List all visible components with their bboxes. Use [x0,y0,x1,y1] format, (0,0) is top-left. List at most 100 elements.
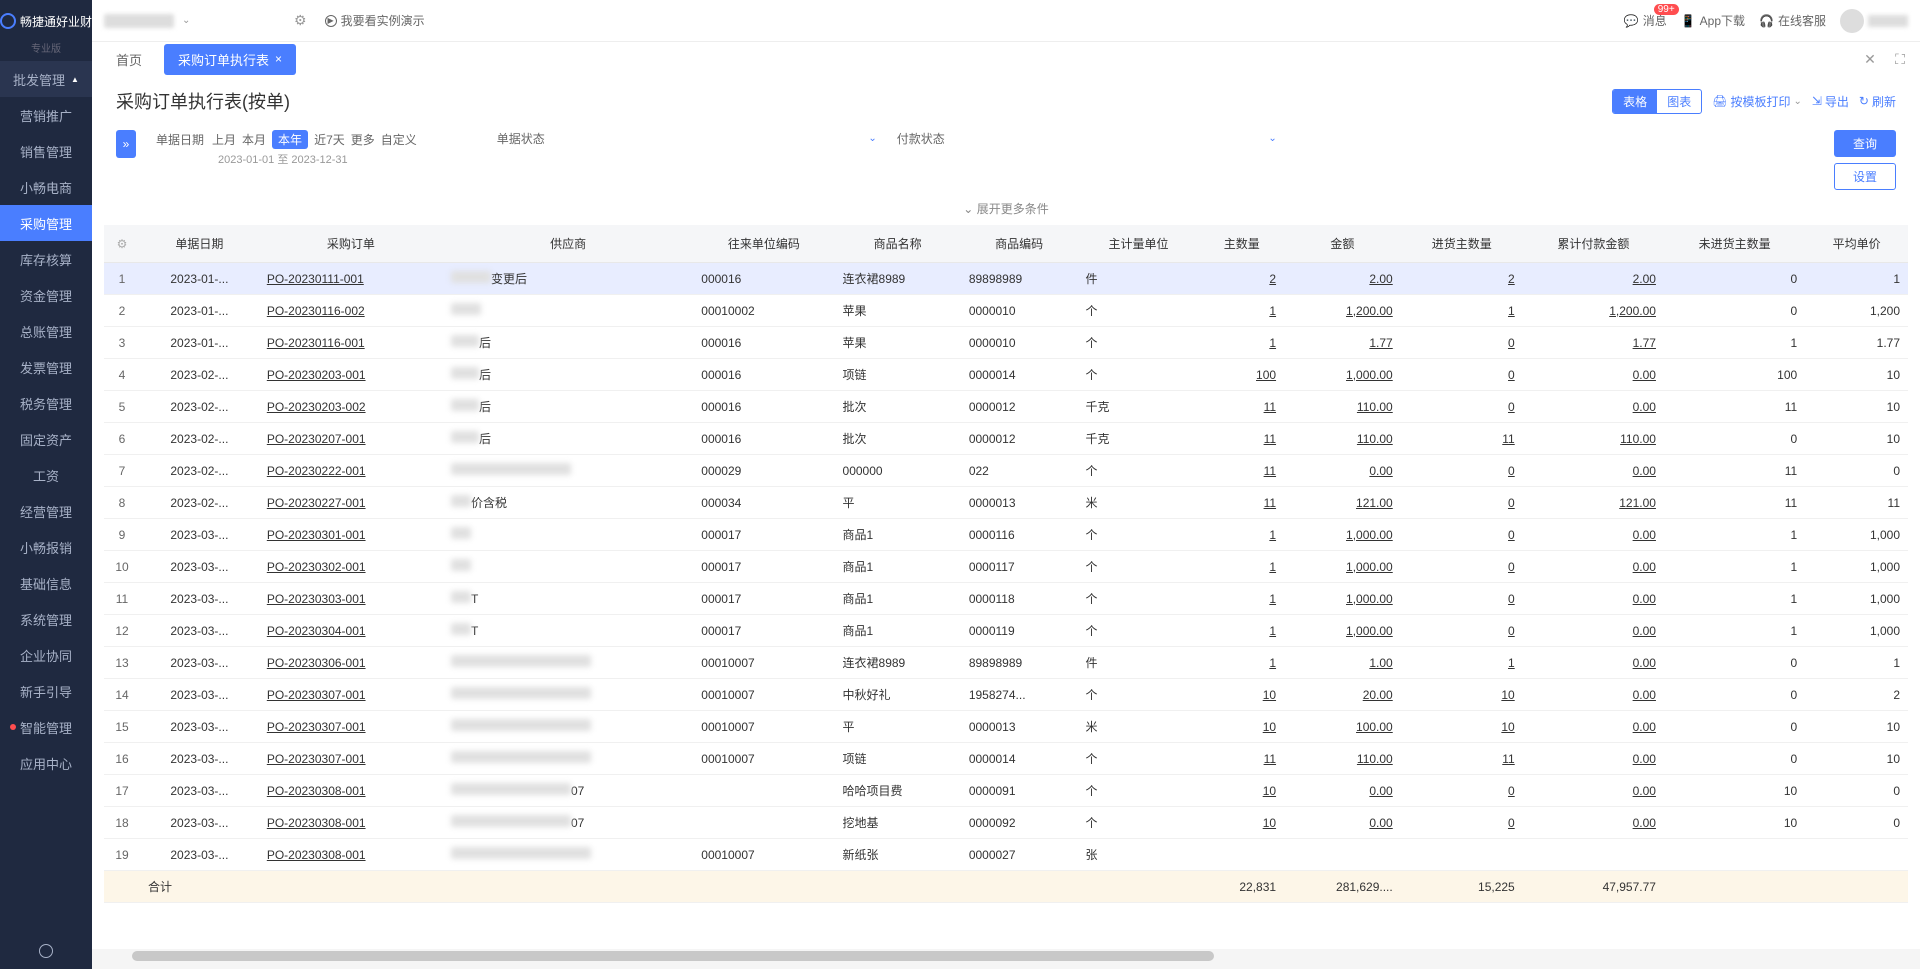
sidebar-item[interactable]: 应用中心 [0,745,92,781]
sidebar-item[interactable]: 智能管理 [0,709,92,745]
table-row[interactable]: 17 2023-03-... PO-20230308-001 07 哈哈项目费 … [104,775,1908,807]
po-link[interactable]: PO-20230307-001 [267,752,366,766]
table-row[interactable]: 16 2023-03-... PO-20230307-001 00010007 … [104,743,1908,775]
sidebar-item[interactable]: 采购管理 [0,205,92,241]
qty-link[interactable]: 11 [1199,455,1284,487]
paid-link[interactable]: 1.77 [1523,327,1664,359]
table-row[interactable]: 4 2023-02-... PO-20230203-001 后 000016 项… [104,359,1908,391]
table-row[interactable]: 13 2023-03-... PO-20230306-001 00010007 … [104,647,1908,679]
payment-filter[interactable]: 付款状态 ⌄ [897,130,1277,148]
po-link[interactable]: PO-20230301-001 [267,528,366,542]
table-settings-icon[interactable]: ⚙ [117,237,128,251]
table-row[interactable]: 7 2023-02-... PO-20230222-001 000029 000… [104,455,1908,487]
paid-link[interactable]: 0.00 [1523,583,1664,615]
sidebar-settings[interactable] [0,933,92,969]
qty-link[interactable]: 1 [1199,327,1284,359]
qty-link[interactable]: 1 [1199,647,1284,679]
amount-link[interactable]: 1,000.00 [1284,583,1401,615]
inqty-link[interactable]: 0 [1401,455,1523,487]
date-option[interactable]: 上月 [212,131,236,148]
qty-link[interactable]: 10 [1199,711,1284,743]
qty-link[interactable]: 11 [1199,423,1284,455]
table-row[interactable]: 14 2023-03-... PO-20230307-001 00010007 … [104,679,1908,711]
online-service-button[interactable]: 🎧 在线客服 [1759,12,1826,29]
inqty-link[interactable]: 0 [1401,519,1523,551]
inqty-link[interactable]: 1 [1401,647,1523,679]
po-link[interactable]: PO-20230304-001 [267,624,366,638]
paid-link[interactable]: 0.00 [1523,455,1664,487]
inqty-link[interactable]: 0 [1401,487,1523,519]
column-header[interactable]: 未进货主数量 [1664,225,1805,263]
inqty-link[interactable]: 11 [1401,423,1523,455]
inqty-link[interactable]: 0 [1401,807,1523,839]
inqty-link[interactable] [1401,839,1523,871]
inqty-link[interactable]: 10 [1401,711,1523,743]
demo-link[interactable]: ▶ 我要看实例演示 [325,12,425,29]
sidebar-item[interactable]: 资金管理 [0,277,92,313]
po-link[interactable]: PO-20230306-001 [267,656,366,670]
column-header[interactable]: 进货主数量 [1401,225,1523,263]
po-link[interactable]: PO-20230308-001 [267,784,366,798]
sidebar-item[interactable]: 基础信息 [0,565,92,601]
column-header[interactable]: 金额 [1284,225,1401,263]
messages-button[interactable]: 💬 消息 99+ [1624,12,1667,29]
inqty-link[interactable]: 0 [1401,391,1523,423]
column-header[interactable]: 往来单位编码 [693,225,834,263]
column-header[interactable]: 采购订单 [259,225,443,263]
fullscreen-button[interactable]: ⛶ [1890,49,1910,69]
column-header[interactable]: 商品编码 [961,225,1078,263]
sidebar-item[interactable]: 税务管理 [0,385,92,421]
amount-link[interactable]: 1,000.00 [1284,551,1401,583]
qty-link[interactable]: 1 [1199,295,1284,327]
column-header[interactable]: 主计量单位 [1078,225,1200,263]
tab-home[interactable]: 首页 [102,44,156,75]
sidebar-item[interactable]: 经营管理 [0,493,92,529]
view-chart-option[interactable]: 图表 [1657,90,1701,113]
org-selector[interactable]: ⌄ [104,14,284,28]
paid-link[interactable]: 121.00 [1523,487,1664,519]
sidebar-item[interactable]: 库存核算 [0,241,92,277]
qty-link[interactable]: 11 [1199,743,1284,775]
qty-link[interactable]: 11 [1199,487,1284,519]
amount-link[interactable]: 1.00 [1284,647,1401,679]
table-row[interactable]: 3 2023-01-... PO-20230116-001 后 000016 苹… [104,327,1908,359]
export-button[interactable]: ⇲ 导出 [1812,93,1849,110]
close-icon[interactable]: × [275,52,282,66]
po-link[interactable]: PO-20230111-001 [267,272,364,286]
po-link[interactable]: PO-20230308-001 [267,848,366,862]
po-link[interactable]: PO-20230303-001 [267,592,366,606]
column-header[interactable]: 主数量 [1199,225,1284,263]
paid-link[interactable]: 110.00 [1523,423,1664,455]
inqty-link[interactable]: 0 [1401,615,1523,647]
date-option[interactable]: 本年 [272,130,308,149]
qty-link[interactable]: 10 [1199,679,1284,711]
qty-link[interactable]: 1 [1199,551,1284,583]
amount-link[interactable] [1284,839,1401,871]
paid-link[interactable]: 0.00 [1523,391,1664,423]
po-link[interactable]: PO-20230307-001 [267,688,366,702]
table-row[interactable]: 10 2023-03-... PO-20230302-001 000017 商品… [104,551,1908,583]
table-row[interactable]: 19 2023-03-... PO-20230308-001 00010007 … [104,839,1908,871]
paid-link[interactable]: 0.00 [1523,711,1664,743]
sidebar-item[interactable]: 营销推广 [0,97,92,133]
po-link[interactable]: PO-20230307-001 [267,720,366,734]
sidebar-item[interactable]: 发票管理 [0,349,92,385]
table-row[interactable]: 2 2023-01-... PO-20230116-002 00010002 苹… [104,295,1908,327]
paid-link[interactable]: 0.00 [1523,679,1664,711]
table-row[interactable]: 11 2023-03-... PO-20230303-001 T 000017 … [104,583,1908,615]
query-button[interactable]: 查询 [1834,130,1896,157]
amount-link[interactable]: 20.00 [1284,679,1401,711]
amount-link[interactable]: 0.00 [1284,455,1401,487]
date-option[interactable]: 近7天 [314,131,345,148]
paid-link[interactable]: 0.00 [1523,519,1664,551]
po-link[interactable]: PO-20230207-001 [267,432,366,446]
amount-link[interactable]: 1,200.00 [1284,295,1401,327]
paid-link[interactable]: 0.00 [1523,615,1664,647]
more-filters-toggle[interactable]: 展开更多条件 [92,196,1920,225]
amount-link[interactable]: 1,000.00 [1284,359,1401,391]
inqty-link[interactable]: 0 [1401,775,1523,807]
table-row[interactable]: 9 2023-03-... PO-20230301-001 000017 商品1… [104,519,1908,551]
paid-link[interactable]: 1,200.00 [1523,295,1664,327]
table-row[interactable]: 5 2023-02-... PO-20230203-002 后 000016 批… [104,391,1908,423]
amount-link[interactable]: 2.00 [1284,263,1401,295]
